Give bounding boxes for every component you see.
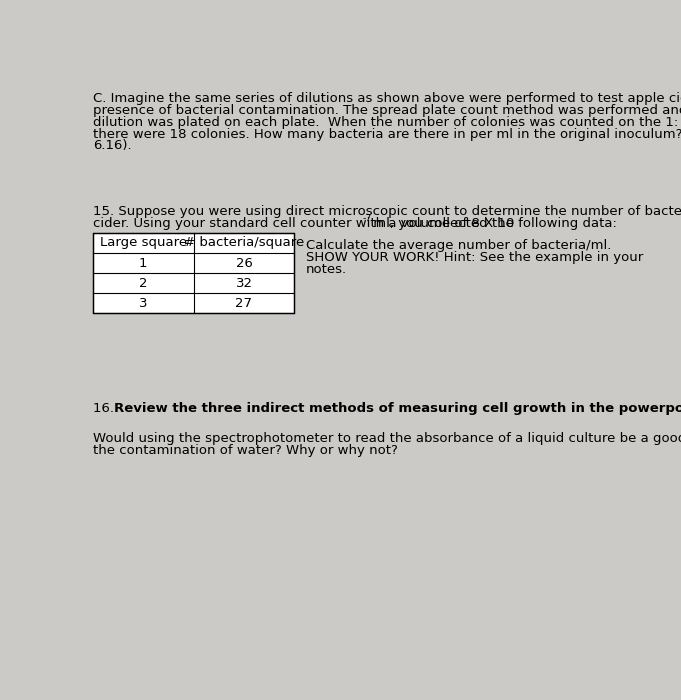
Text: 32: 32	[236, 277, 253, 290]
Text: 16.: 16.	[93, 402, 123, 415]
Text: the contamination of water? Why or why not?: the contamination of water? Why or why n…	[93, 444, 398, 457]
Text: presence of bacterial contamination. The spread plate count method was performed: presence of bacterial contamination. The…	[93, 104, 681, 117]
Text: notes.: notes.	[306, 262, 347, 276]
Text: Large square: Large square	[99, 237, 187, 249]
Text: 1: 1	[139, 257, 148, 270]
Text: ml, you collected the following data:: ml, you collected the following data:	[368, 217, 616, 230]
Text: # bacteria/square: # bacteria/square	[184, 237, 304, 249]
Text: 3: 3	[139, 298, 148, 310]
Text: 26: 26	[236, 257, 253, 270]
Text: Would using the spectrophotometer to read the absorbance of a liquid culture be : Would using the spectrophotometer to rea…	[93, 432, 681, 445]
Text: -7: -7	[362, 214, 372, 223]
Text: C. Imagine the same series of dilutions as shown above were performed to test ap: C. Imagine the same series of dilutions …	[93, 92, 681, 105]
Text: there were 18 colonies. How many bacteria are there in per ml in the original in: there were 18 colonies. How many bacteri…	[93, 127, 681, 141]
Text: 27: 27	[236, 298, 253, 310]
Bar	[93, 232, 294, 313]
Text: SHOW YOUR WORK! Hint: See the example in your: SHOW YOUR WORK! Hint: See the example in…	[306, 251, 644, 264]
Text: cider. Using your standard cell counter with a volume of 8 X 10: cider. Using your standard cell counter …	[93, 217, 514, 230]
Text: 15. Suppose you were using direct microscopic count to determine the number of b: 15. Suppose you were using direct micros…	[93, 205, 681, 218]
Text: dilution was plated on each plate.  When the number of colonies was counted on t: dilution was plated on each plate. When …	[93, 116, 681, 129]
Text: Calculate the average number of bacteria/ml.: Calculate the average number of bacteria…	[306, 239, 612, 252]
Text: Review the three indirect methods of measuring cell growth in the powerpoint not: Review the three indirect methods of mea…	[114, 402, 681, 415]
Text: 2: 2	[139, 277, 148, 290]
Text: 6.16).: 6.16).	[93, 139, 131, 153]
